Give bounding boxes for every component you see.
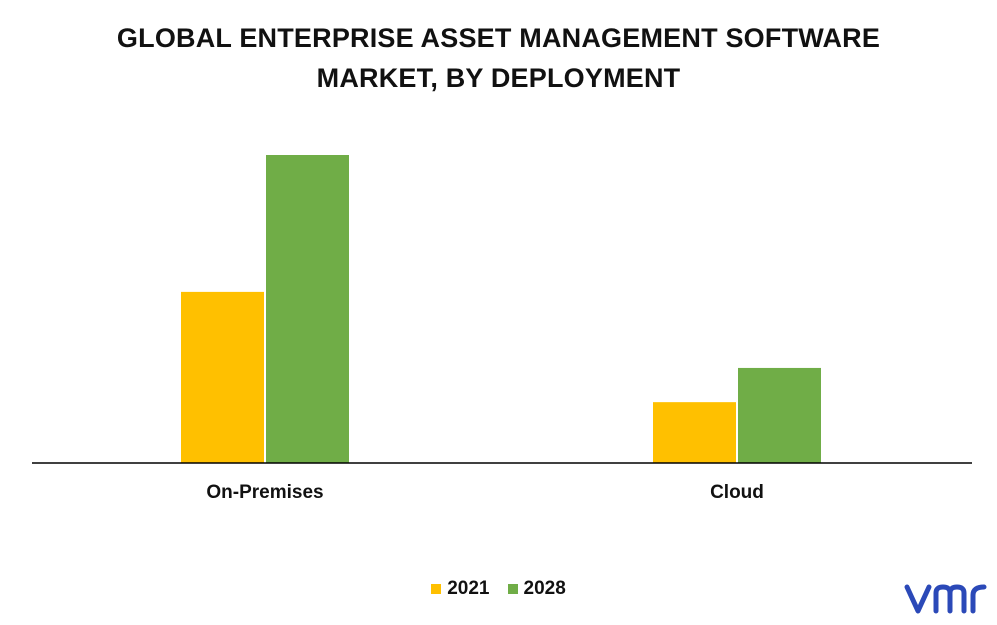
bar-on-premises-2028 [266, 155, 349, 463]
bar-on-premises-2021 [181, 291, 264, 463]
chart-title-line-2: MARKET, BY DEPLOYMENT [316, 63, 681, 93]
bar-cloud-2028 [738, 367, 821, 463]
legend-item-2021: 2021 [431, 578, 490, 600]
chart-title-line-1: GLOBAL ENTERPRISE ASSET MANAGEMENT SOFTW… [116, 23, 881, 53]
bar-group [181, 155, 821, 463]
legend-label-2021: 2021 [447, 578, 490, 599]
legend-swatch-2021 [431, 584, 442, 594]
legend: 2021 2028 [0, 578, 997, 600]
category-labels: On-Premises Cloud [206, 482, 764, 503]
legend-swatch-2028 [507, 584, 518, 594]
chart-title: GLOBAL ENTERPRISE ASSET MANAGEMENT SOFTW… [0, 18, 997, 98]
legend-item-2028: 2028 [507, 578, 566, 600]
category-label-cloud: Cloud [710, 482, 764, 503]
bar-cloud-2021 [653, 402, 736, 463]
legend-label-2028: 2028 [523, 578, 566, 599]
vmr-logo-icon [904, 584, 987, 614]
category-label-on-premises: On-Premises [206, 482, 323, 503]
